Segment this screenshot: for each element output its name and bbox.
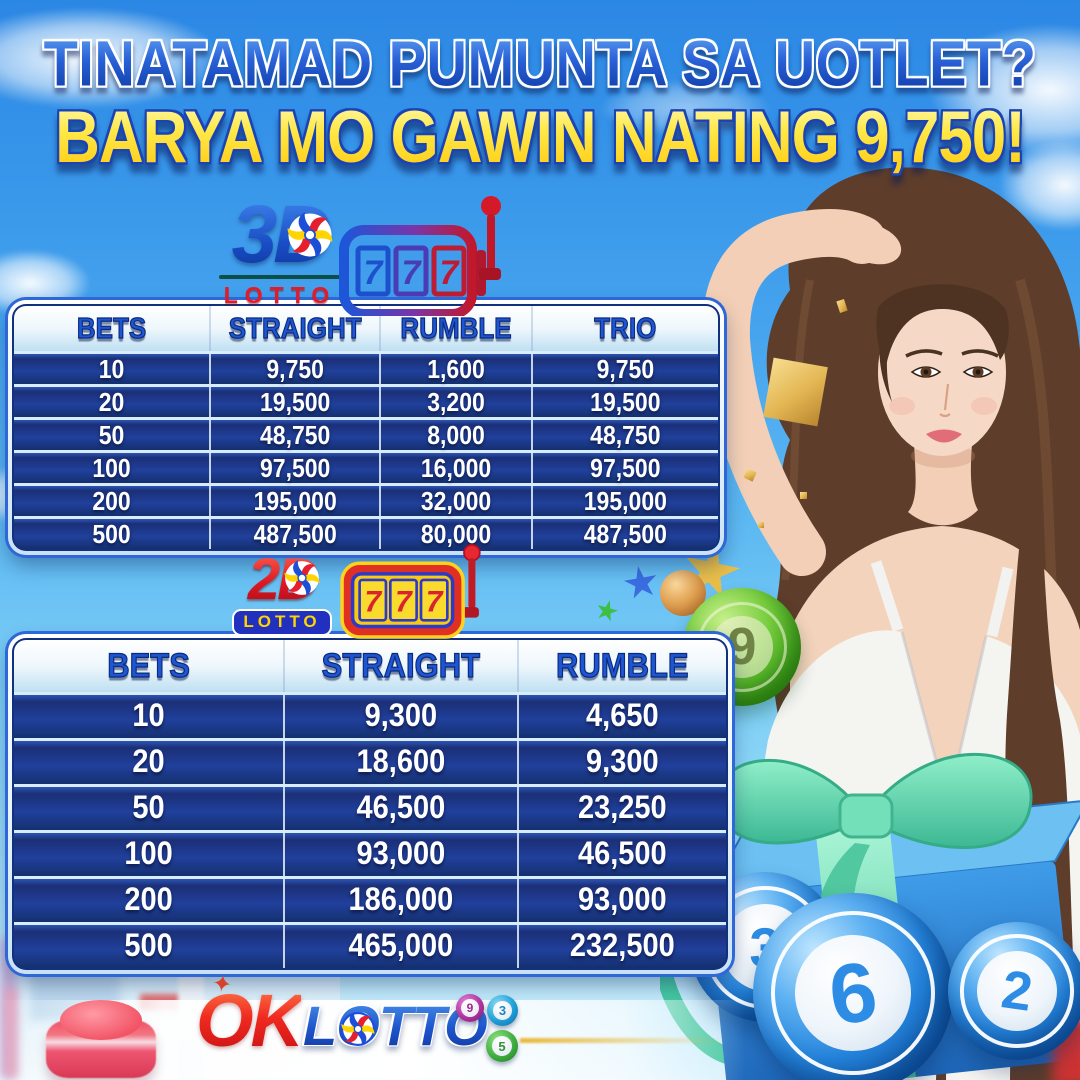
- mini-ball-green: 5: [486, 1030, 518, 1062]
- slot-machine-777-blue-icon: 7 7 7: [339, 196, 501, 316]
- button-dome: [60, 1000, 142, 1040]
- table-row: 500 465,000 232,500: [14, 922, 726, 968]
- column-header-straight: STRAIGHT: [283, 640, 517, 692]
- table-row: 200 195,000 32,000 195,000: [14, 483, 718, 516]
- cloud: [0, 8, 220, 108]
- mini-ball-teal: 3: [487, 995, 518, 1026]
- reel-digit: 7: [364, 254, 385, 292]
- logo-ok-text: OK: [196, 979, 304, 1062]
- payout-table-3d: BETS STRAIGHT RUMBLE TRIO 10 9,750 1,600…: [8, 300, 724, 555]
- reel-digit: 7: [364, 586, 382, 619]
- table-row: 10 9,300 4,650: [14, 692, 726, 738]
- logo-ok-lotto: ✦ OK LOTTO: [196, 970, 488, 1062]
- red-push-button: [46, 1000, 156, 1080]
- table-row: 100 97,500 16,000 97,500: [14, 450, 718, 483]
- table-row: 50 46,500 23,250: [14, 784, 726, 830]
- green-star: [594, 598, 621, 625]
- table-row: 50 48,750 8,000 48,750: [14, 417, 718, 450]
- table-row: 500 487,500 80,000 487,500: [14, 516, 718, 549]
- table-row: 20 18,600 9,300: [14, 738, 726, 784]
- logo-2d-lotto: 2D LOTTO: [232, 550, 332, 637]
- table-row: 10 9,750 1,600 9,750: [14, 351, 718, 384]
- ball-number: 2: [997, 959, 1037, 1023]
- headline-line2: BARYA MO GAWIN NATING 9,750!: [0, 96, 1080, 180]
- reel-digit: 7: [402, 254, 423, 292]
- headline-line1: TINATAMAD PUMUNTA SA UOTLET?: [0, 26, 1080, 100]
- gold-confetti: [758, 522, 764, 528]
- gold-confetti: [800, 492, 807, 499]
- table-row: 200 186,000 93,000: [14, 876, 726, 922]
- gold-confetti: [763, 357, 828, 427]
- reel-digit: 7: [395, 586, 413, 619]
- pcso-pinwheel-icon: [287, 212, 333, 258]
- ball-number: 6: [823, 942, 883, 1043]
- logo-underline: [219, 274, 341, 279]
- table-header-row: BETS STRAIGHT RUMBLE: [14, 640, 726, 692]
- column-header-trio: TRIO: [530, 306, 718, 351]
- cloud: [600, 80, 770, 136]
- logo-2d-lotto-word: LOTTO: [232, 609, 332, 637]
- reel-digit: 7: [426, 586, 444, 619]
- pcso-pinwheel-icon: [341, 1012, 375, 1046]
- gold-streak: [520, 1038, 730, 1043]
- column-header-bets: BETS: [76, 311, 147, 346]
- column-header-rumble: RUMBLE: [379, 306, 530, 351]
- ball-number: 3: [492, 1000, 513, 1021]
- payout-table-2d: BETS STRAIGHT RUMBLE 10 9,300 4,650 20 1…: [8, 634, 732, 974]
- column-header-rumble: RUMBLE: [516, 640, 726, 692]
- mini-ball-purple: 9: [456, 994, 484, 1022]
- table-row: 100 93,000 46,500: [14, 830, 726, 876]
- pcso-pinwheel-icon: [284, 560, 320, 596]
- column-header-bets: BETS: [107, 645, 191, 686]
- ball-number: 9: [461, 999, 479, 1017]
- column-header-straight: STRAIGHT: [209, 306, 379, 351]
- logo-3d-lotto: 3D LOTTO: [215, 194, 345, 309]
- logo-3d-lotto-word: LOTTO: [223, 281, 337, 308]
- table-row: 20 19,500 3,200 19,500: [14, 384, 718, 417]
- reel-digit: 7: [440, 254, 461, 292]
- slot-machine-777-red-icon: 7 7 7: [340, 544, 481, 639]
- ball-number: 5: [491, 1035, 513, 1057]
